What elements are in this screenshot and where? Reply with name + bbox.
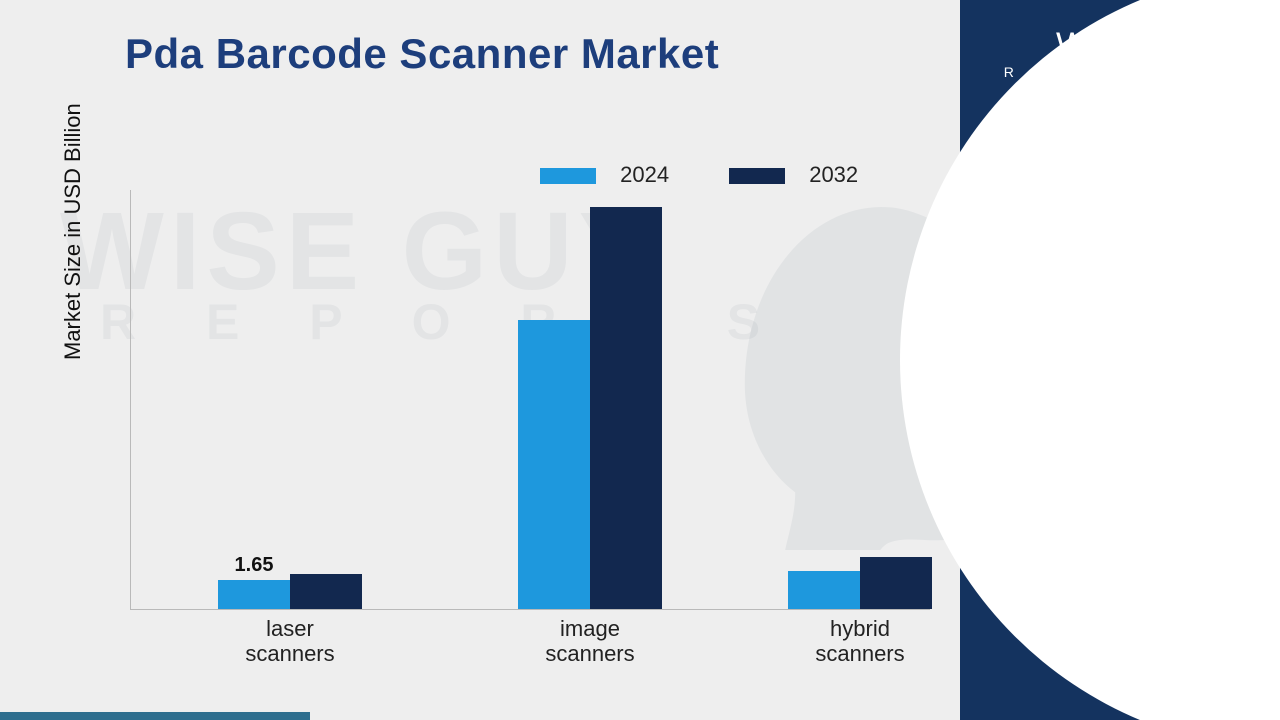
plot-area: laserscanners1.65imagescannershybridscan… (130, 190, 930, 610)
bottom-accent-bar (0, 712, 310, 720)
legend-swatch-2024 (540, 168, 596, 184)
bar-2032 (290, 574, 362, 609)
legend-label-2024: 2024 (620, 162, 669, 187)
bar-2024 (218, 580, 290, 609)
logo-head-icon (1184, 24, 1256, 96)
brand-logo: WISE GUY R E P O R T S (1004, 28, 1250, 80)
y-axis-label: Market Size in USD Billion (60, 103, 86, 360)
legend-item-2032: 2032 (729, 162, 858, 188)
category-label: imagescanners (500, 610, 680, 667)
bar-2024 (518, 320, 590, 609)
legend-swatch-2032 (729, 168, 785, 184)
chart-canvas: WISE GUY R E P O R T S Pda Barcode Scann… (0, 0, 1280, 720)
bar-2032 (590, 207, 662, 610)
bar-2024 (788, 571, 860, 610)
chart-legend: 2024 2032 (540, 162, 858, 188)
legend-item-2024: 2024 (540, 162, 669, 188)
legend-label-2032: 2032 (809, 162, 858, 187)
category-label: hybridscanners (770, 610, 950, 667)
chart-title: Pda Barcode Scanner Market (125, 30, 719, 78)
y-axis-line (130, 190, 131, 610)
bar-2032 (860, 557, 932, 610)
white-circle-decor (900, 0, 1280, 720)
category-label: laserscanners (200, 610, 380, 667)
bar-value-label: 1.65 (214, 554, 294, 577)
